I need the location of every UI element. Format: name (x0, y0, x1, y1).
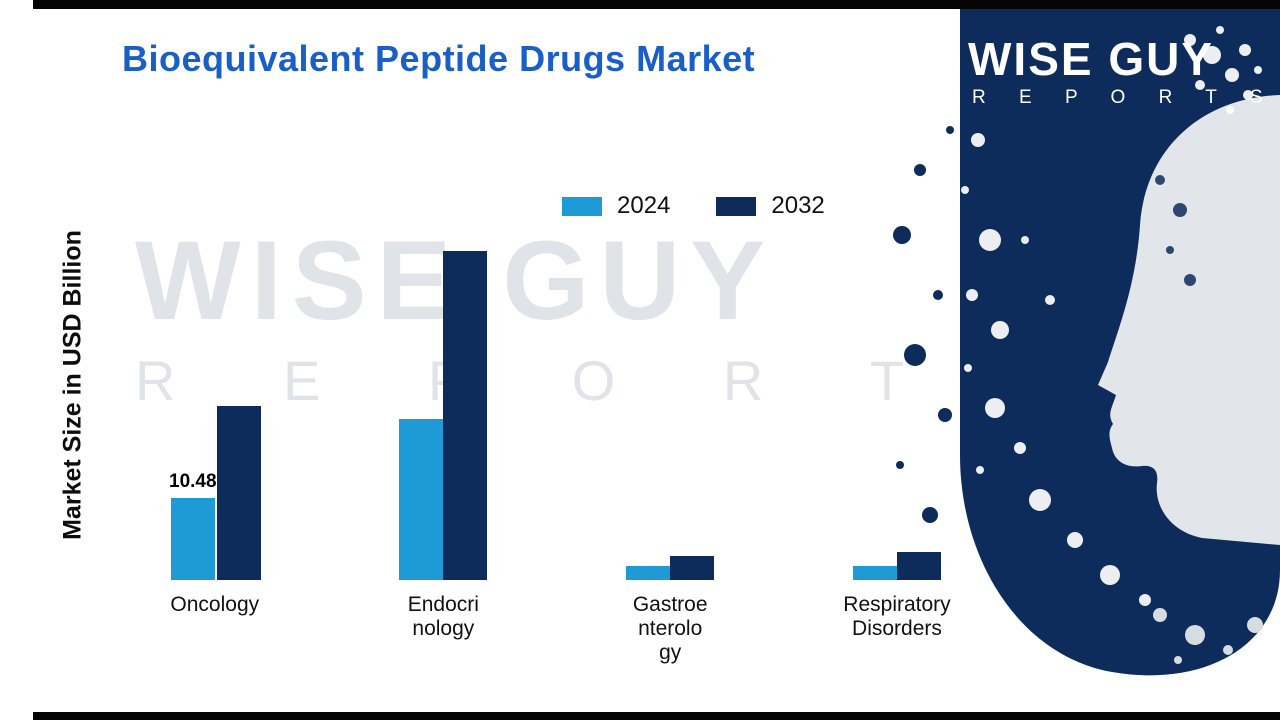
bar-plot: 10.48 Oncology Endocri nology Gastroe nterolo… (169, 220, 951, 664)
bar-2032 (670, 556, 715, 580)
bar-group: 10.48 Oncology (169, 406, 261, 616)
bar-2024 (170, 498, 215, 580)
bar-group: Respiratory Disorders (843, 552, 951, 640)
bar-2024 (852, 566, 897, 580)
bottom-border-bar (33, 712, 1280, 720)
brand-logo-reports: R E P O R T S (972, 87, 1277, 108)
logo-panel-art (893, 0, 1280, 676)
category-label: Oncology (170, 593, 260, 616)
bar-group: Gastroe nterolo gy (626, 556, 715, 664)
bar-value-label: 10.48 (169, 471, 217, 492)
bar-2032 (896, 552, 941, 580)
dots-pattern-gray (1153, 608, 1263, 664)
brand-logo-name: WISE GUY (968, 33, 1215, 85)
bar-2032 (216, 406, 261, 580)
category-label: Endocri nology (407, 593, 479, 640)
legend-label: 2024 (617, 192, 671, 219)
bar-group: Endocri nology (399, 251, 488, 640)
face-profile (1098, 95, 1280, 545)
watermark-reports-text: R E P O R T S (135, 349, 1095, 412)
legend-item-2032: 2032 (716, 192, 825, 220)
brand-logo: WISE GUY R E P O R T S (968, 36, 1277, 107)
background-watermark: WISE GUY R E P O R T S (135, 225, 1094, 409)
dots-pattern-navy (893, 126, 1196, 523)
category-label: Respiratory Disorders (843, 593, 951, 640)
category-label: Gastroe nterolo gy (632, 593, 708, 664)
legend: 2024 2032 (562, 192, 825, 220)
bar-2032 (443, 251, 488, 580)
bar-2024 (626, 566, 671, 580)
legend-swatch (716, 196, 757, 216)
y-axis-label: Market Size in USD Billion (58, 230, 87, 540)
legend-label: 2032 (771, 192, 825, 219)
chart-title: Bioequivalent Peptide Drugs Market (122, 38, 756, 79)
legend-swatch (562, 196, 602, 216)
legend-item-2024: 2024 (562, 192, 670, 220)
dots-pattern-white (961, 26, 1262, 606)
top-border-bar (33, 0, 1280, 9)
bar-2024 (399, 419, 444, 580)
